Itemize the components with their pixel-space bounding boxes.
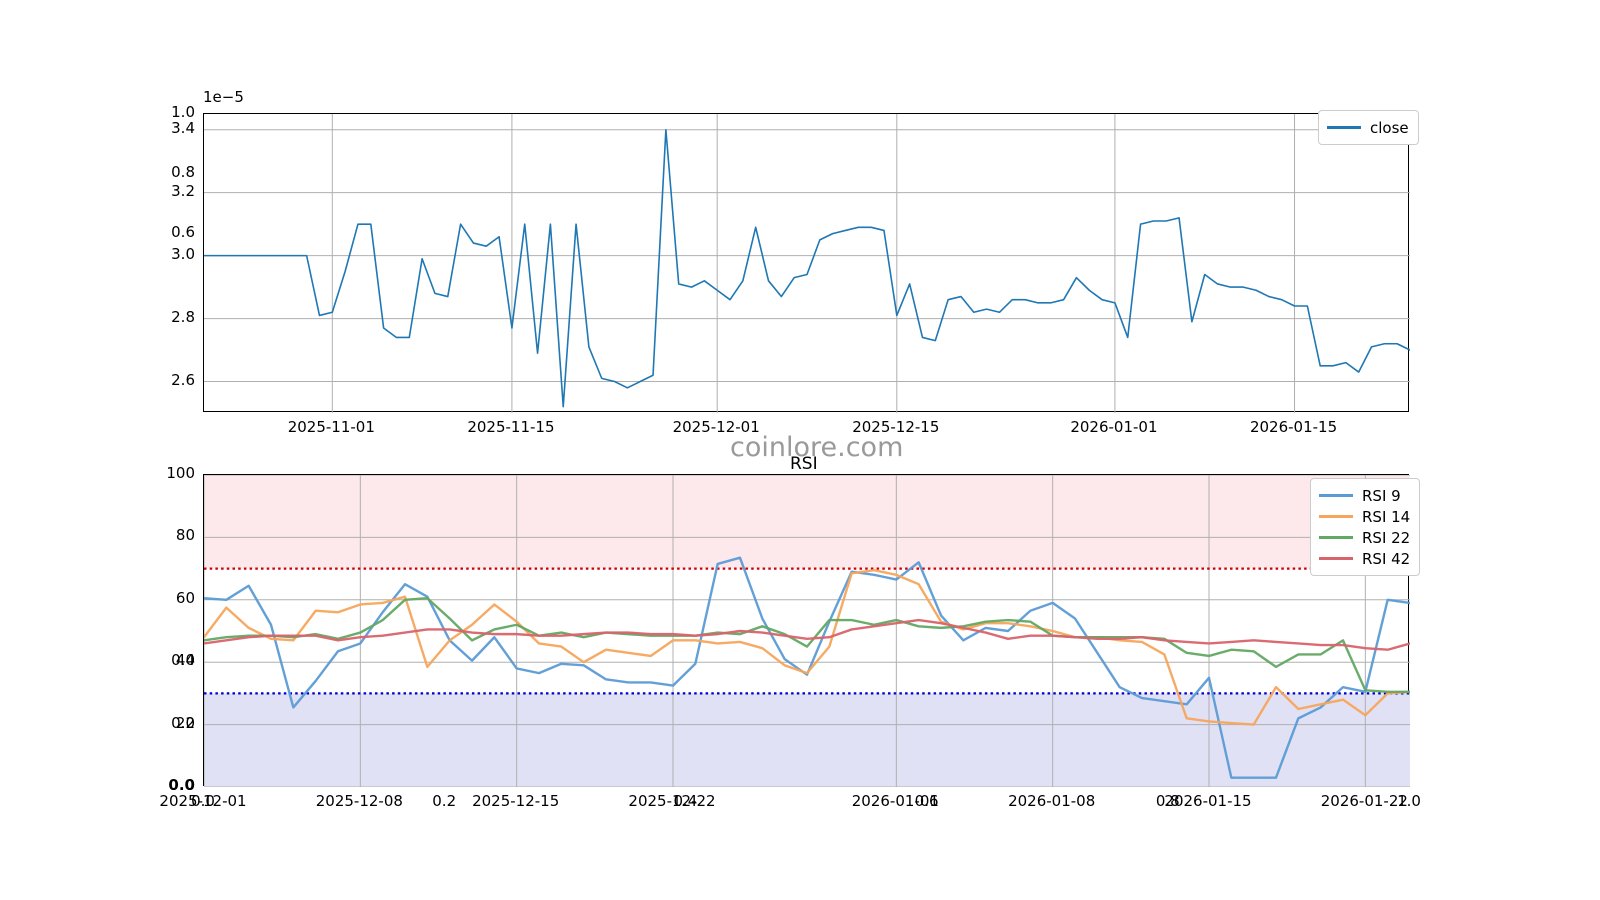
- rsi-x-tick-2025-12-08: 2025-12-08: [315, 792, 403, 810]
- price-y-tick-3.2: 3.2: [171, 181, 195, 200]
- price-legend-item-close[interactable]: close: [1327, 117, 1409, 138]
- price-axis-offset-text: 1e−5: [203, 88, 244, 106]
- rsi-x-overlay-tick-0.4: 0.4: [673, 792, 698, 810]
- price-x-tick-2026-01-15: 2026-01-15: [1249, 418, 1338, 436]
- legend-label-RSI-42: RSI 42: [1362, 549, 1411, 568]
- legend-swatch-close: [1327, 126, 1361, 129]
- price-x-tick-2025-12-01: 2025-12-01: [672, 418, 760, 436]
- rsi-x-tick-2025-12-15: 2025-12-15: [472, 792, 560, 810]
- price-x-tick-2025-11-15: 2025-11-15: [467, 418, 555, 436]
- price-y-tick-2.6: 2.6: [171, 370, 195, 389]
- legend-swatch-RSI-42: [1319, 557, 1353, 560]
- legend-label-RSI-22: RSI 22: [1362, 528, 1411, 547]
- rsi-y-tick-80: 80: [175, 526, 195, 545]
- rsi-legend-item-RSI-22[interactable]: RSI 22: [1319, 527, 1410, 548]
- rsi-y-overlay-tick-0.4: 0.4: [171, 651, 195, 670]
- rsi-chart-plot-area: [203, 474, 1410, 787]
- rsi-chart-legend[interactable]: RSI 9 RSI 14 RSI 22 RSI 42: [1310, 478, 1421, 576]
- rsi-x-tick-2025-12-22: 2025-12-22: [628, 792, 716, 810]
- price-y-tick-3.4: 3.4: [171, 118, 195, 137]
- rsi-lines-svg: [204, 475, 1410, 787]
- rsi-x-overlay-tick-0.6: 0.6: [914, 792, 939, 810]
- legend-label-RSI-9: RSI 9: [1362, 486, 1401, 505]
- rsi-x-overlay-tick-0.8: 0.8: [1155, 792, 1180, 810]
- price-x-tick-2025-11-01: 2025-11-01: [287, 418, 375, 436]
- legend-label-close: close: [1370, 118, 1409, 137]
- rsi-x-tick-2026-01-08: 2026-01-08: [1008, 792, 1096, 810]
- legend-swatch-RSI-9: [1319, 494, 1353, 497]
- rsi-y-tick-100: 100: [166, 464, 195, 482]
- coinlore-watermark: coinlore.com: [730, 432, 904, 463]
- rsi-y-tick-0: 0: [185, 776, 195, 794]
- rsi-y-overlay-tick-0.0: 0.0: [168, 776, 195, 794]
- rsi-x-tick-2025-12-01: 2025-12-01: [159, 792, 247, 810]
- rsi-x-tick-2026-01-22: 2026-01-22: [1320, 792, 1408, 810]
- price-chart-legend[interactable]: close: [1318, 110, 1419, 145]
- price-y-overlay-tick-0.6: 0.6: [171, 222, 195, 241]
- rsi-x-overlay-tick-0.0: 0.0: [191, 792, 215, 810]
- price-y-tick-3.0: 3.0: [171, 244, 195, 263]
- rsi-x-tick-2026-01-15: 2026-01-15: [1164, 792, 1252, 810]
- rsi-x-overlay-tick-0.2: 0.2: [432, 792, 457, 810]
- price-y-tick-2.8: 2.8: [171, 307, 195, 326]
- rsi-legend-item-RSI-14[interactable]: RSI 14: [1319, 506, 1410, 527]
- rsi-y-tick-20: 20: [175, 713, 195, 732]
- rsi-y-tick-60: 60: [175, 588, 195, 607]
- price-y-overlay-tick-1.0: 1.0: [171, 103, 195, 121]
- price-y-overlay-tick-0.8: 0.8: [171, 162, 195, 181]
- legend-swatch-RSI-22: [1319, 536, 1353, 539]
- legend-label-RSI-14: RSI 14: [1362, 507, 1411, 526]
- legend-swatch-RSI-14: [1319, 515, 1353, 518]
- rsi-legend-item-RSI-42[interactable]: RSI 42: [1319, 548, 1410, 569]
- rsi-x-overlay-tick-1.0: 1.0: [1397, 792, 1421, 810]
- rsi-legend-item-RSI-9[interactable]: RSI 9: [1319, 485, 1410, 506]
- price-chart-plot-area: [203, 113, 1410, 413]
- price-x-tick-2025-12-15: 2025-12-15: [852, 418, 940, 436]
- price-line-svg: [204, 114, 1410, 413]
- rsi-panel-title: RSI: [790, 454, 818, 474]
- rsi-y-overlay-tick-0.2: 0.2: [171, 713, 195, 732]
- rsi-y-tick-40: 40: [175, 651, 195, 670]
- price-x-tick-2026-01-01: 2026-01-01: [1070, 418, 1158, 436]
- rsi-x-tick-2026-01-01: 2026-01-01: [851, 792, 939, 810]
